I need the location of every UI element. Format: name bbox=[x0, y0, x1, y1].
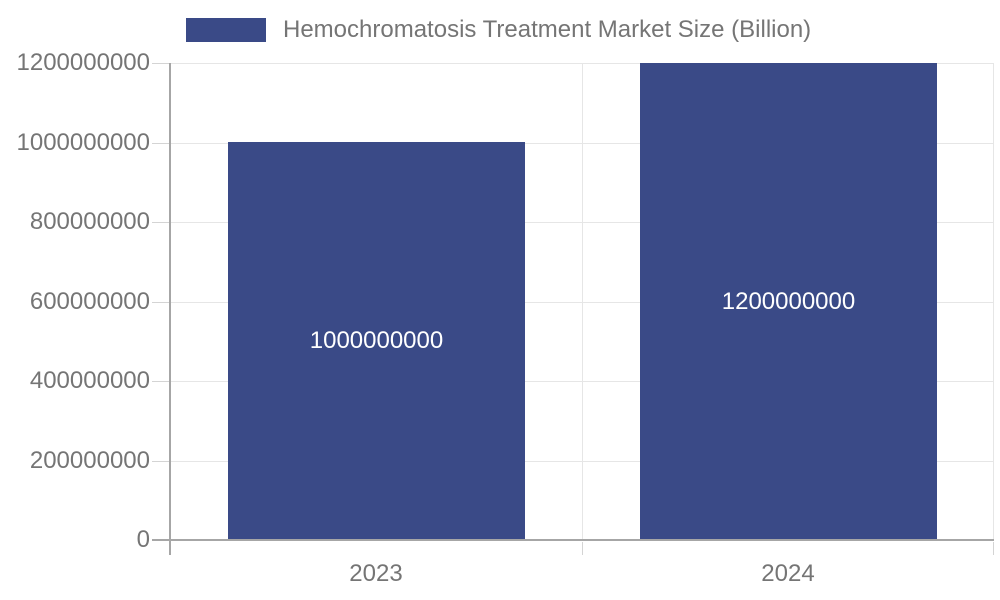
plot-area: 0 200000000 400000000 600000000 800000000 100… bbox=[17, 49, 994, 587]
y-tick-mark bbox=[152, 302, 169, 303]
x-tick-label: 2023 bbox=[349, 560, 403, 587]
chart-title: Hemochromatosis Treatment Market Size (B… bbox=[283, 16, 812, 43]
y-tick-label: 600000000 bbox=[29, 288, 150, 315]
y-tick-label: 0 bbox=[136, 526, 150, 553]
x-tick-mark bbox=[582, 542, 583, 555]
bar-2023[interactable]: 1000000000 bbox=[228, 142, 525, 540]
v-gridline bbox=[582, 63, 583, 540]
chart-legend: Hemochromatosis Treatment Market Size (B… bbox=[186, 16, 812, 43]
y-tick-label: 400000000 bbox=[29, 367, 150, 394]
bar-2024[interactable]: 1200000000 bbox=[640, 63, 937, 540]
bar-value-label: 1200000000 bbox=[721, 287, 856, 315]
y-tick-mark bbox=[152, 143, 169, 144]
x-tick-mark bbox=[993, 542, 994, 555]
y-tick-label: 800000000 bbox=[29, 208, 150, 235]
y-tick-label: 1000000000 bbox=[16, 129, 150, 156]
bar-value-label: 1000000000 bbox=[309, 327, 444, 354]
x-axis-baseline bbox=[152, 539, 994, 541]
v-gridline bbox=[993, 63, 994, 540]
y-tick-mark bbox=[152, 381, 169, 382]
y-tick-label: 200000000 bbox=[29, 447, 150, 474]
y-tick-mark bbox=[152, 63, 169, 64]
y-axis-line bbox=[169, 63, 171, 555]
y-tick-label: 1200000000 bbox=[16, 49, 150, 76]
x-tick-label: 2024 bbox=[761, 560, 815, 587]
y-tick-mark bbox=[152, 222, 169, 223]
legend-swatch bbox=[186, 18, 266, 42]
y-tick-mark bbox=[152, 461, 169, 462]
